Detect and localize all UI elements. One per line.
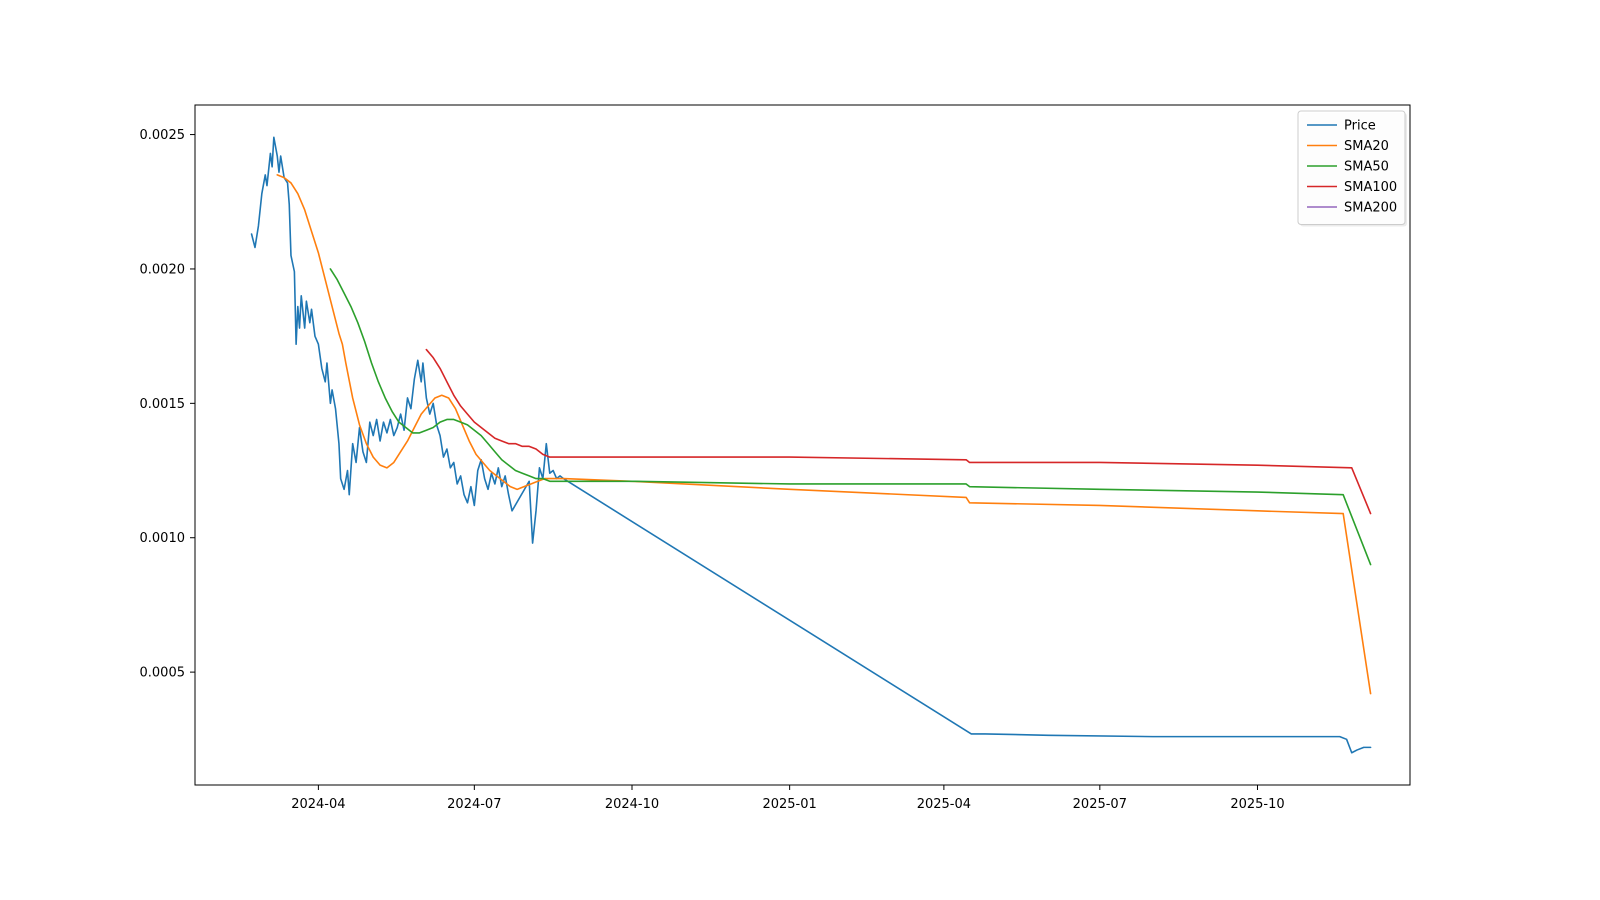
- legend-item-sma50: SMA50: [1307, 160, 1389, 175]
- x-tick-label: 2024-07: [447, 797, 501, 812]
- series-line-sma100: [425, 348, 1372, 515]
- y-tick-label: 0.0025: [140, 128, 186, 143]
- plot-border: [194, 104, 1411, 786]
- x-tick-label: 2025-04: [917, 797, 971, 812]
- legend-label: Price: [1344, 119, 1376, 134]
- series-line-price: [250, 136, 1372, 754]
- legend: Price SMA20 SMA50 SMA100 SMA200: [1297, 110, 1407, 227]
- x-tick-label: 2025-07: [1073, 797, 1127, 812]
- x-tick-label: 2025-10: [1230, 797, 1284, 812]
- y-tick-label: 0.0020: [140, 262, 186, 277]
- legend-item-sma100: SMA100: [1307, 180, 1397, 195]
- series-line-sma50: [329, 268, 1372, 566]
- plot-area: [195, 105, 1410, 785]
- y-tick-label: 0.0010: [140, 531, 186, 546]
- x-tick-label: 2024-04: [291, 797, 345, 812]
- legend-label: SMA100: [1344, 180, 1397, 195]
- legend-item-sma200: SMA200: [1307, 201, 1397, 216]
- legend-item-price: Price: [1307, 119, 1376, 134]
- legend-label: SMA200: [1344, 201, 1397, 216]
- y-tick-label: 0.0015: [140, 397, 186, 412]
- x-tick-label: 2025-01: [762, 797, 816, 812]
- legend-label: SMA20: [1344, 139, 1389, 154]
- legend-frame: [1297, 110, 1406, 225]
- series-line-sma20: [276, 174, 1372, 695]
- x-tick-label: 2024-10: [605, 797, 659, 812]
- legend-label: SMA50: [1344, 160, 1389, 175]
- legend-item-sma20: SMA20: [1307, 139, 1389, 154]
- y-tick-label: 0.0005: [140, 666, 186, 681]
